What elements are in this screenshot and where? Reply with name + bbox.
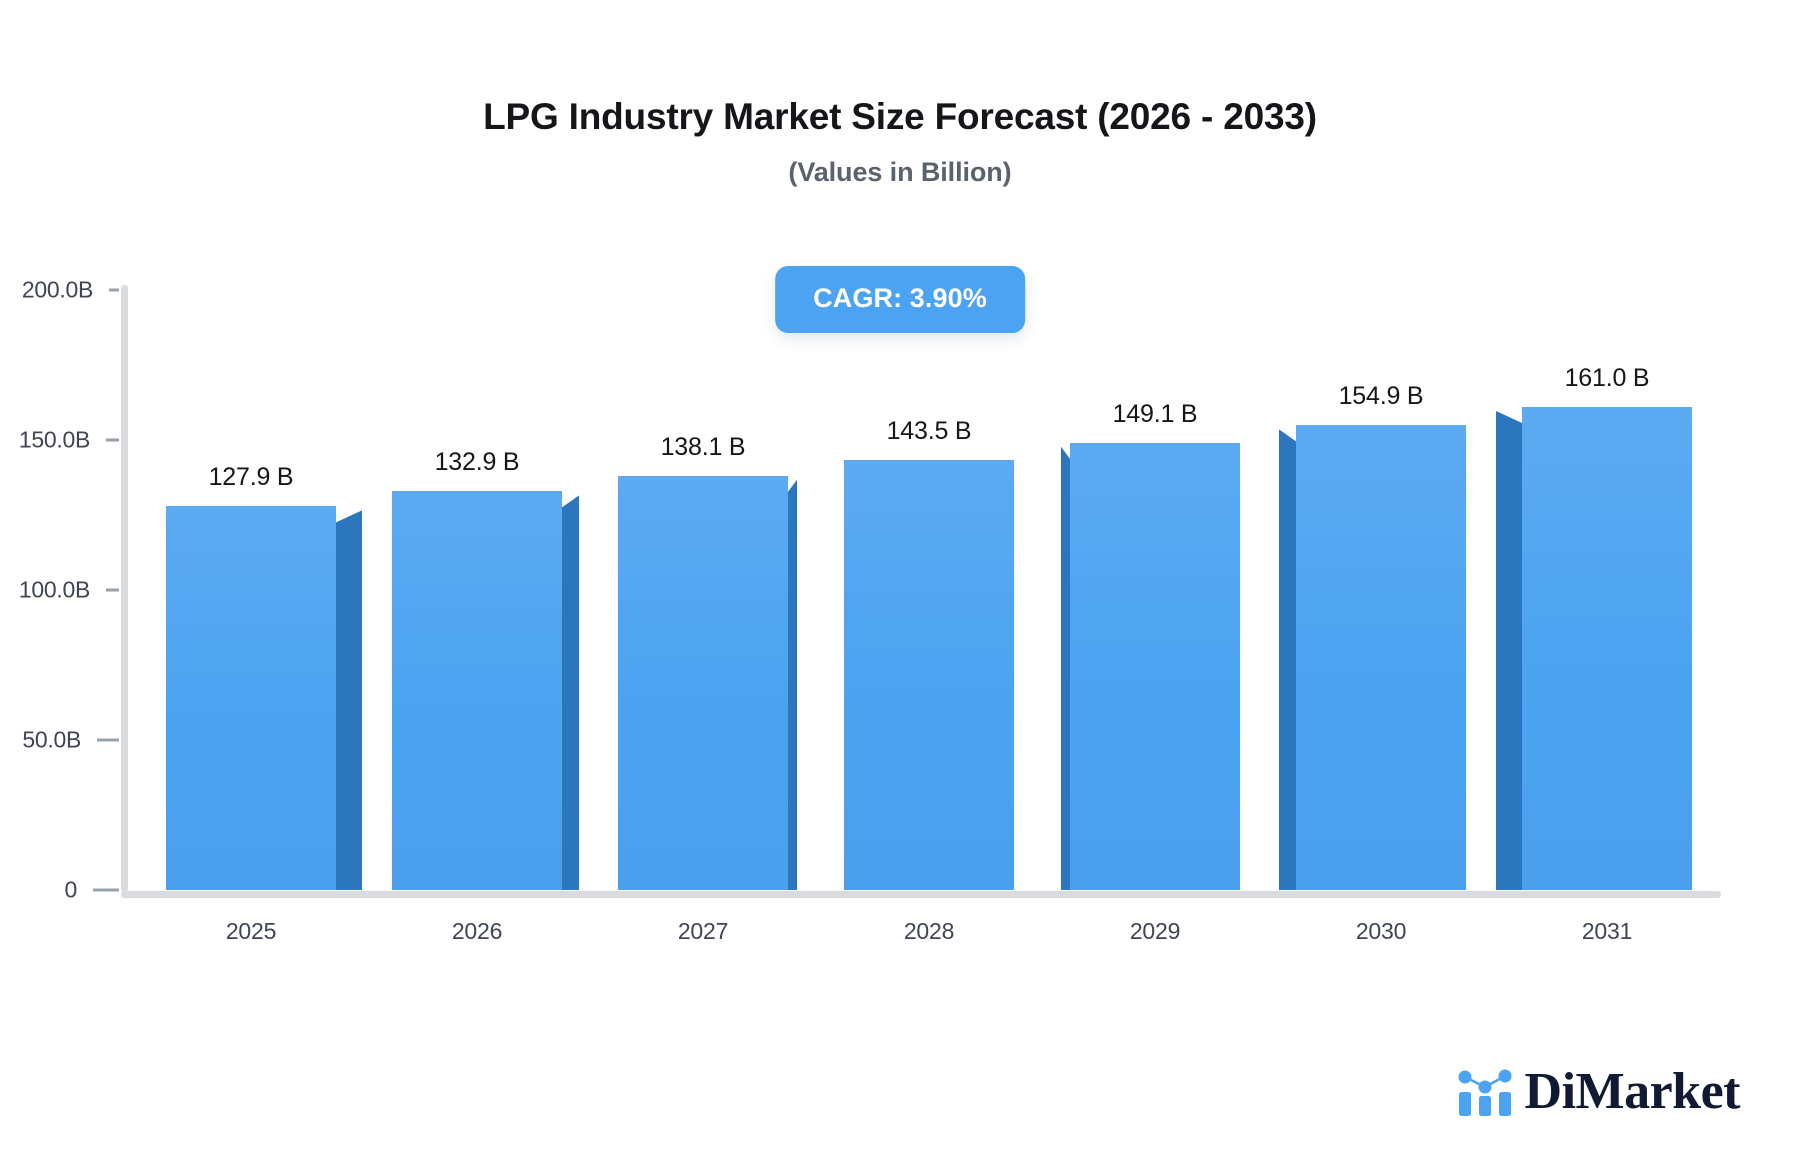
bar-3d-side — [1279, 429, 1296, 890]
x-axis-category-label: 2027 — [677, 918, 729, 944]
bar-3d-side — [1061, 446, 1070, 890]
bar-column[interactable]: 154.9 B 2030 — [1279, 382, 1466, 944]
y-axis-tick-mark — [106, 588, 119, 592]
y-axis-tick: 150.0B — [19, 427, 138, 454]
plot-area: 0 50.0B 100.0B 150.0B 200.0B 127.9 B 2025 132.… — [19, 277, 1721, 944]
bar-face — [844, 459, 1014, 890]
chart-header: LPG Industry Market Size Forecast (2026 … — [0, 96, 1800, 188]
bar-3d-side — [562, 495, 579, 890]
bar-chart-dots-icon — [1458, 1069, 1512, 1116]
bar-column[interactable]: 127.9 B 2025 — [166, 463, 362, 944]
bar-3d-side — [1496, 411, 1522, 890]
y-axis-tick-label: 0 — [64, 876, 78, 903]
x-axis-category-label: 2030 — [1355, 918, 1407, 944]
y-axis-line — [121, 285, 128, 892]
x-axis-line — [121, 891, 1721, 898]
bar-column[interactable]: 143.5 B 2028 — [844, 417, 1014, 944]
bar-value-label: 138.1 B — [660, 432, 746, 461]
page-title: LPG Industry Market Size Forecast (2026 … — [483, 96, 1317, 137]
y-axis-tick: 200.0B — [22, 277, 138, 304]
y-axis-tick-label: 200.0B — [21, 276, 93, 303]
x-axis-category-label: 2026 — [451, 918, 503, 944]
y-axis-tick-label: 100.0B — [18, 576, 90, 603]
cagr-badge: CAGR: 3.90% — [775, 266, 1025, 333]
bar-value-label: 143.5 B — [886, 416, 972, 445]
y-axis-tick: 50.0B — [22, 727, 138, 754]
y-axis-tick-mark — [93, 888, 119, 892]
y-axis-tick-mark — [106, 438, 119, 442]
y-axis-tick-label: 150.0B — [18, 426, 90, 453]
logo-text: DiMarket — [1524, 1063, 1741, 1120]
bar-face — [618, 475, 788, 890]
y-axis-tick-mark — [97, 738, 119, 742]
bar-column[interactable]: 132.9 B 2026 — [392, 448, 579, 944]
bar-column[interactable]: 161.0 B 2031 — [1496, 364, 1692, 944]
bar-face — [1522, 407, 1692, 890]
x-axis-category-label: 2031 — [1581, 918, 1633, 944]
y-axis-tick: 100.0B — [19, 577, 138, 604]
bar-column[interactable]: 149.1 B 2029 — [1061, 400, 1240, 944]
x-axis-category-label: 2029 — [1129, 918, 1181, 944]
bar-column[interactable]: 138.1 B 2027 — [618, 433, 797, 944]
bar-face — [392, 491, 562, 890]
y-axis-tick: 0 — [65, 877, 139, 904]
bar-face — [166, 506, 336, 890]
bar-value-label: 161.0 B — [1564, 364, 1650, 392]
bar-value-label: 154.9 B — [1338, 382, 1424, 411]
y-axis-tick-mark — [109, 288, 119, 292]
bar-value-label: 149.1 B — [1112, 399, 1198, 428]
y-axis-tick-label: 50.0B — [22, 726, 81, 753]
x-axis-category-label: 2028 — [903, 918, 955, 944]
bar-3d-side — [336, 510, 362, 890]
x-axis-category-label: 2025 — [225, 918, 277, 944]
bar-series: 127.9 B 2025 132.9 B 2026 138.1 B 2027 143.5 B… — [138, 290, 1720, 944]
chart-subtitle: (Values in Billion) — [788, 156, 1012, 187]
bar-value-label: 127.9 B — [208, 463, 294, 492]
bar-value-label: 132.9 B — [434, 448, 520, 477]
bar-face — [1070, 442, 1240, 890]
brand-logo: DiMarket — [1457, 1063, 1741, 1120]
bar-face — [1296, 425, 1466, 890]
bar-3d-side — [788, 479, 797, 890]
